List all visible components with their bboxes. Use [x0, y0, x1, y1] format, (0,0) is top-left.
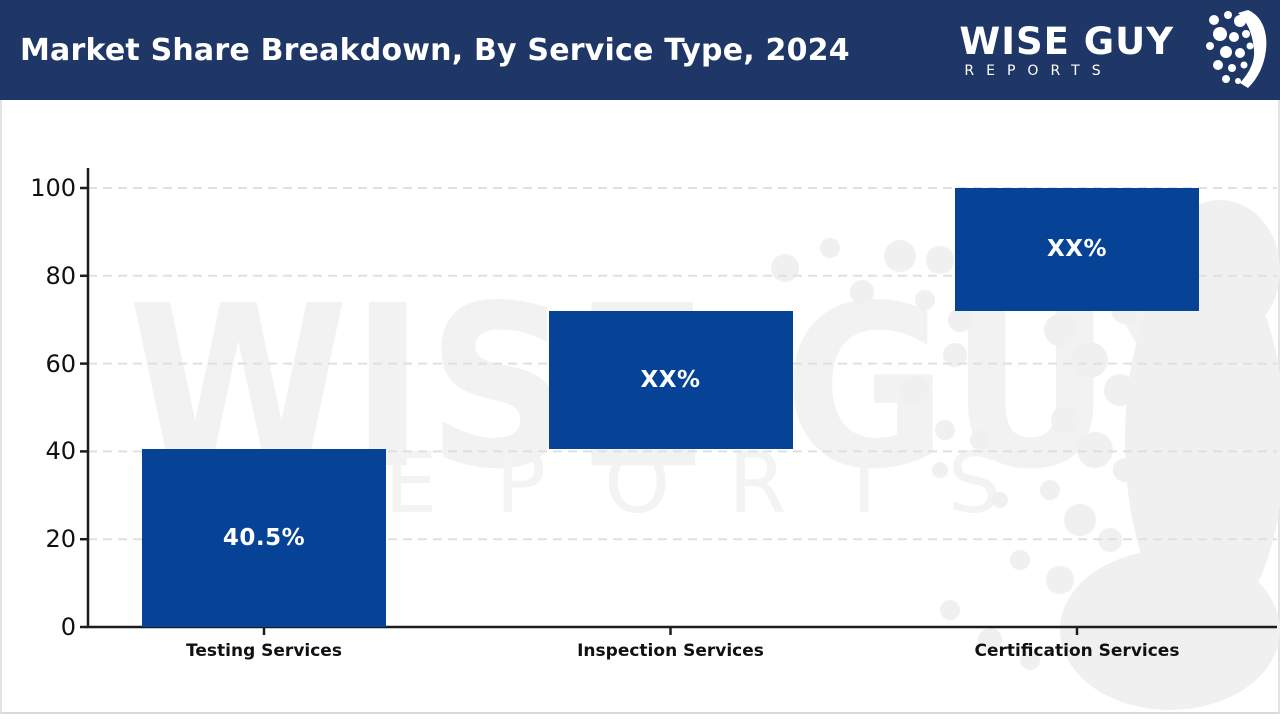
- header-bar: Market Share Breakdown, By Service Type,…: [0, 0, 1280, 100]
- page-title: Market Share Breakdown, By Service Type,…: [20, 33, 850, 68]
- wiseguy-logo: WISE GUY REPORTS: [959, 8, 1268, 92]
- wiseguy-logo-face-icon: [1206, 10, 1267, 88]
- logo-subtext: REPORTS: [964, 62, 1113, 79]
- logo-wordmark: WISE GUY: [959, 19, 1174, 63]
